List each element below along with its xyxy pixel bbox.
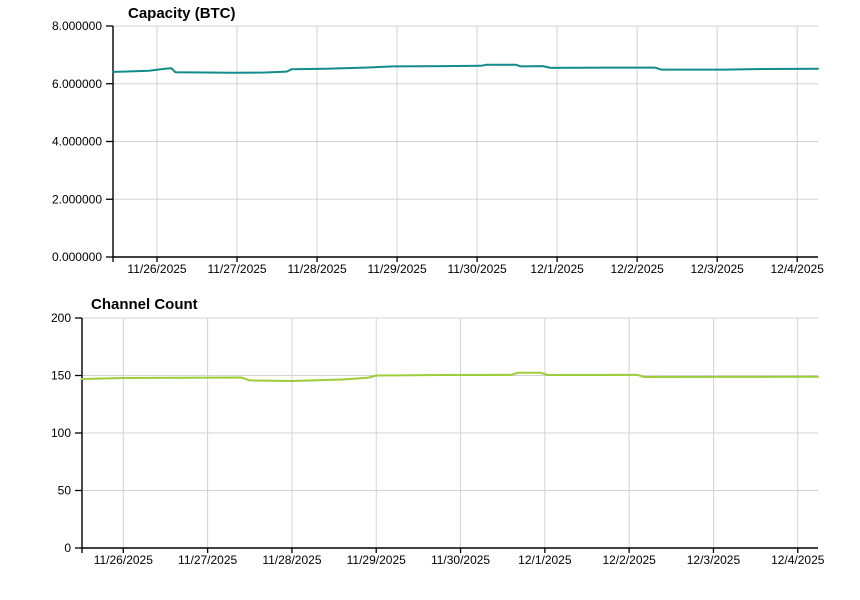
x-tick-label: 12/2/2025 (602, 553, 656, 567)
x-tick-label: 11/29/2025 (367, 262, 426, 276)
y-tick-label: 50 (58, 484, 72, 498)
x-tick-label: 11/26/2025 (94, 553, 153, 567)
series-line (81, 371, 819, 382)
series-line (112, 63, 819, 74)
y-tick-label: 8.000000 (52, 19, 102, 33)
x-tick-label: 12/3/2025 (690, 262, 744, 276)
x-tick-label: 11/28/2025 (262, 553, 321, 567)
y-tick-label: 0 (64, 541, 71, 555)
x-tick-label: 11/30/2025 (448, 262, 507, 276)
x-tick-label: 12/4/2025 (770, 262, 824, 276)
x-tick-label: 12/4/2025 (771, 553, 825, 567)
y-tick-label: 100 (51, 426, 71, 440)
y-tick-label: 0.000000 (52, 250, 102, 264)
x-tick-label: 11/30/2025 (431, 553, 490, 567)
x-tick-label: 11/27/2025 (207, 262, 266, 276)
capacity-chart-title: Capacity (BTC) (128, 5, 236, 22)
y-tick-label: 6.000000 (52, 77, 102, 91)
y-tick-label: 2.000000 (52, 192, 102, 206)
channel-count-chart-title: Channel Count (91, 296, 198, 313)
capacity-chart-plot: 8.000000 6.000000 4.000000 2.000000 0.000000… (52, 19, 824, 276)
x-tick-label: 12/2/2025 (610, 262, 664, 276)
y-tick-label: 200 (51, 311, 71, 325)
x-tick-label: 11/29/2025 (347, 553, 406, 567)
y-tick-label: 4.000000 (52, 135, 102, 149)
x-tick-label: 11/27/2025 (178, 553, 237, 567)
y-tick-label: 150 (51, 369, 71, 383)
x-tick-label: 11/26/2025 (127, 262, 186, 276)
channel-count-chart-plot: 200 150 100 50 0 11/26/2025 11/27/2025 11/28/20… (51, 311, 825, 567)
x-tick-label: 12/1/2025 (530, 262, 584, 276)
x-tick-label: 12/3/2025 (687, 553, 741, 567)
x-tick-label: 11/28/2025 (287, 262, 346, 276)
x-tick-label: 12/1/2025 (518, 553, 572, 567)
